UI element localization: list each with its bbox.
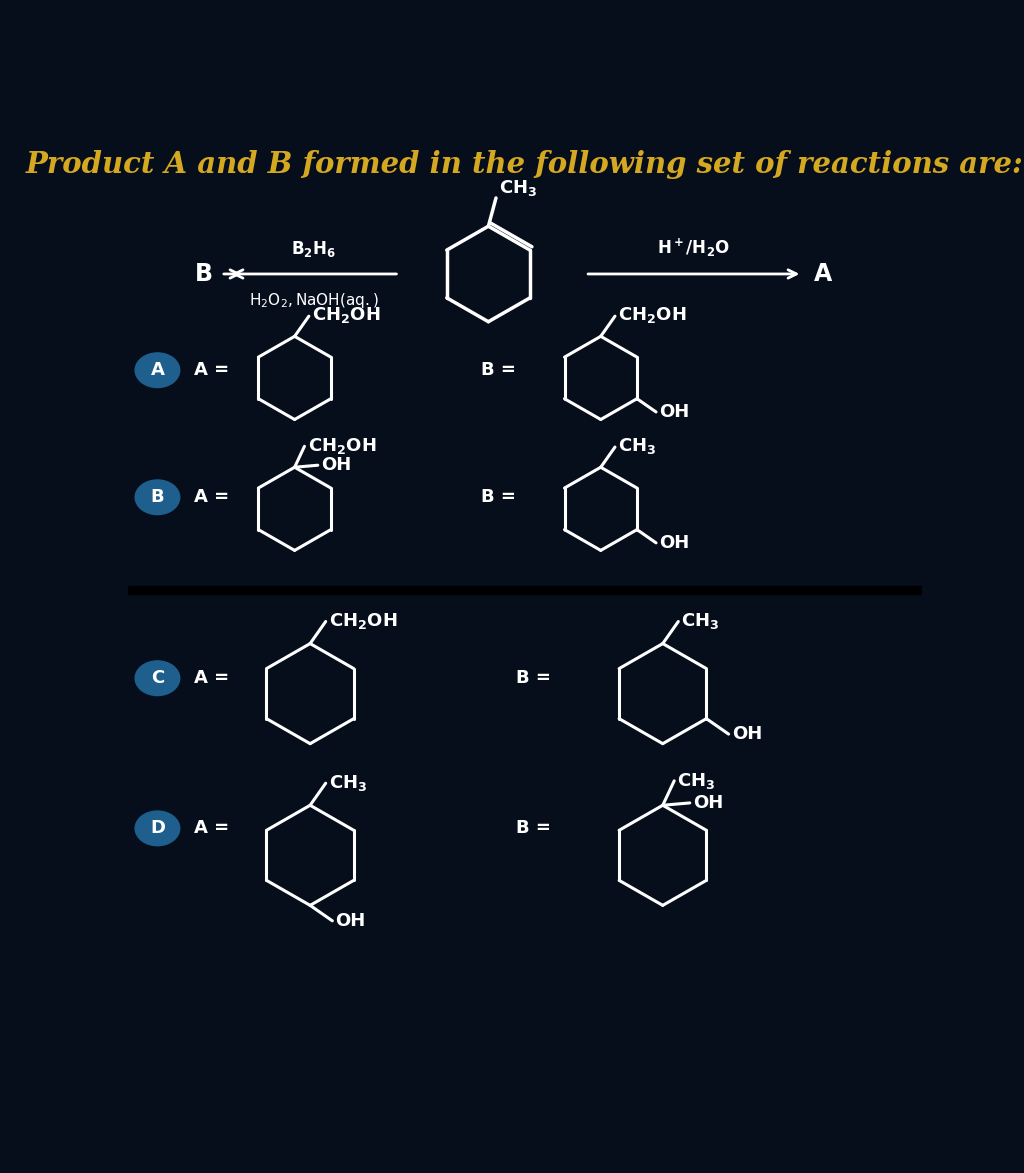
Text: A =: A =	[194, 670, 229, 687]
Text: $\mathregular{CH_2OH}$: $\mathregular{CH_2OH}$	[312, 305, 380, 325]
Text: B: B	[196, 262, 213, 286]
Text: $\mathregular{CH_3}$: $\mathregular{CH_3}$	[618, 436, 656, 456]
Ellipse shape	[135, 660, 180, 696]
Text: D: D	[150, 820, 165, 838]
Text: $\mathregular{CH_2OH}$: $\mathregular{CH_2OH}$	[307, 435, 376, 455]
Text: $\mathregular{CH_3}$: $\mathregular{CH_3}$	[329, 773, 367, 793]
Text: $\mathregular{CH_2OH}$: $\mathregular{CH_2OH}$	[618, 305, 686, 325]
Text: A =: A =	[194, 820, 229, 838]
Text: OH: OH	[321, 456, 351, 474]
Ellipse shape	[135, 353, 180, 387]
Text: B =: B =	[515, 670, 550, 687]
Text: $\mathregular{CH_3}$: $\mathregular{CH_3}$	[499, 178, 538, 198]
Ellipse shape	[135, 480, 180, 515]
Text: A: A	[151, 361, 165, 379]
Text: OH: OH	[732, 725, 762, 744]
Text: A =: A =	[194, 361, 229, 379]
Text: $\mathregular{CH_3}$: $\mathregular{CH_3}$	[681, 611, 720, 631]
Text: A: A	[814, 262, 833, 286]
Ellipse shape	[135, 811, 180, 846]
Text: B: B	[151, 488, 164, 507]
Text: B =: B =	[480, 488, 515, 507]
Text: OH: OH	[659, 534, 689, 551]
Text: B =: B =	[480, 361, 515, 379]
Text: OH: OH	[336, 911, 366, 930]
Text: $\mathregular{B_2H_6}$: $\mathregular{B_2H_6}$	[292, 238, 337, 258]
Text: $\mathregular{H_2O_2}$$\mathregular{,NaOH(aq.)}$: $\mathregular{H_2O_2}$$\mathregular{,NaO…	[249, 291, 379, 310]
Text: OH: OH	[659, 404, 689, 421]
Text: B =: B =	[515, 820, 550, 838]
Text: A =: A =	[194, 488, 229, 507]
Text: OH: OH	[693, 794, 723, 812]
Text: $\mathregular{H^+/H_2O}$: $\mathregular{H^+/H_2O}$	[657, 236, 730, 258]
Bar	[128, 585, 922, 594]
Text: Product A and B formed in the following set of reactions are:: Product A and B formed in the following …	[26, 150, 1024, 179]
Text: C: C	[151, 670, 164, 687]
Text: $\mathregular{CH_2OH}$: $\mathregular{CH_2OH}$	[329, 611, 397, 631]
Bar	[128, 594, 922, 1044]
Text: $\mathregular{CH_3}$: $\mathregular{CH_3}$	[677, 771, 716, 791]
